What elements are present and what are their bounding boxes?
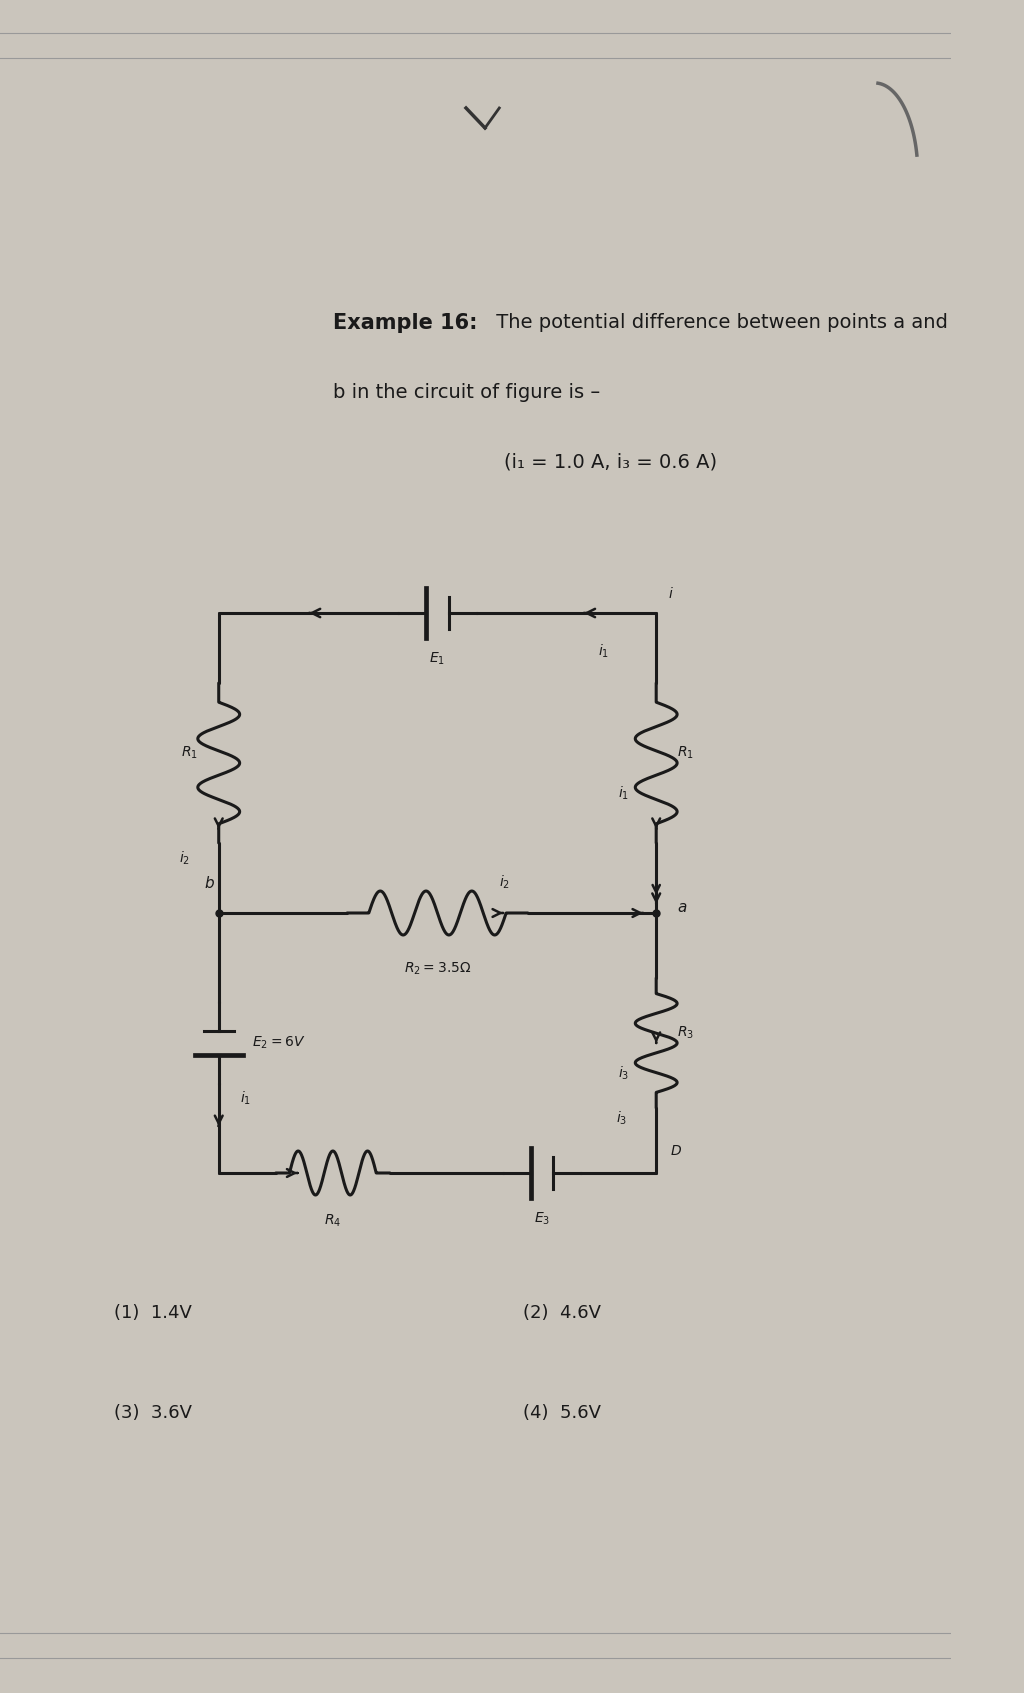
Text: D: D [671, 1144, 681, 1158]
Text: Example 16:: Example 16: [333, 313, 477, 334]
Text: (2)  4.6V: (2) 4.6V [523, 1304, 601, 1322]
Text: b: b [205, 875, 214, 891]
Text: $R_4$: $R_4$ [325, 1212, 341, 1229]
Text: (4)  5.6V: (4) 5.6V [523, 1403, 601, 1422]
Text: $i_2$: $i_2$ [179, 850, 190, 867]
Text: b in the circuit of figure is –: b in the circuit of figure is – [333, 383, 600, 401]
Text: $i$: $i$ [668, 586, 674, 601]
Text: $R_1$: $R_1$ [677, 745, 694, 762]
Text: The potential difference between points a and: The potential difference between points … [489, 313, 947, 332]
Text: $i_3$: $i_3$ [616, 1109, 628, 1128]
Text: (1)  1.4V: (1) 1.4V [114, 1304, 191, 1322]
Text: a: a [677, 901, 686, 916]
Text: $R_3$: $R_3$ [677, 1024, 694, 1041]
Text: (3)  3.6V: (3) 3.6V [114, 1403, 193, 1422]
Text: $i_2$: $i_2$ [499, 874, 510, 891]
Text: $i_1$: $i_1$ [240, 1089, 251, 1107]
Text: $i_1$: $i_1$ [598, 643, 609, 660]
Text: (i₁ = 1.0 A, i₃ = 0.6 A): (i₁ = 1.0 A, i₃ = 0.6 A) [504, 454, 717, 472]
Text: $E_1$: $E_1$ [429, 652, 445, 667]
Text: $i_3$: $i_3$ [618, 1065, 630, 1082]
Text: $i_1$: $i_1$ [618, 784, 630, 802]
Text: $E_2 = 6V$: $E_2 = 6V$ [252, 1034, 305, 1051]
Text: $E_3$: $E_3$ [534, 1210, 550, 1227]
Text: $R_2 = 3.5\Omega$: $R_2 = 3.5\Omega$ [403, 962, 471, 977]
Text: $R_1$: $R_1$ [181, 745, 198, 762]
